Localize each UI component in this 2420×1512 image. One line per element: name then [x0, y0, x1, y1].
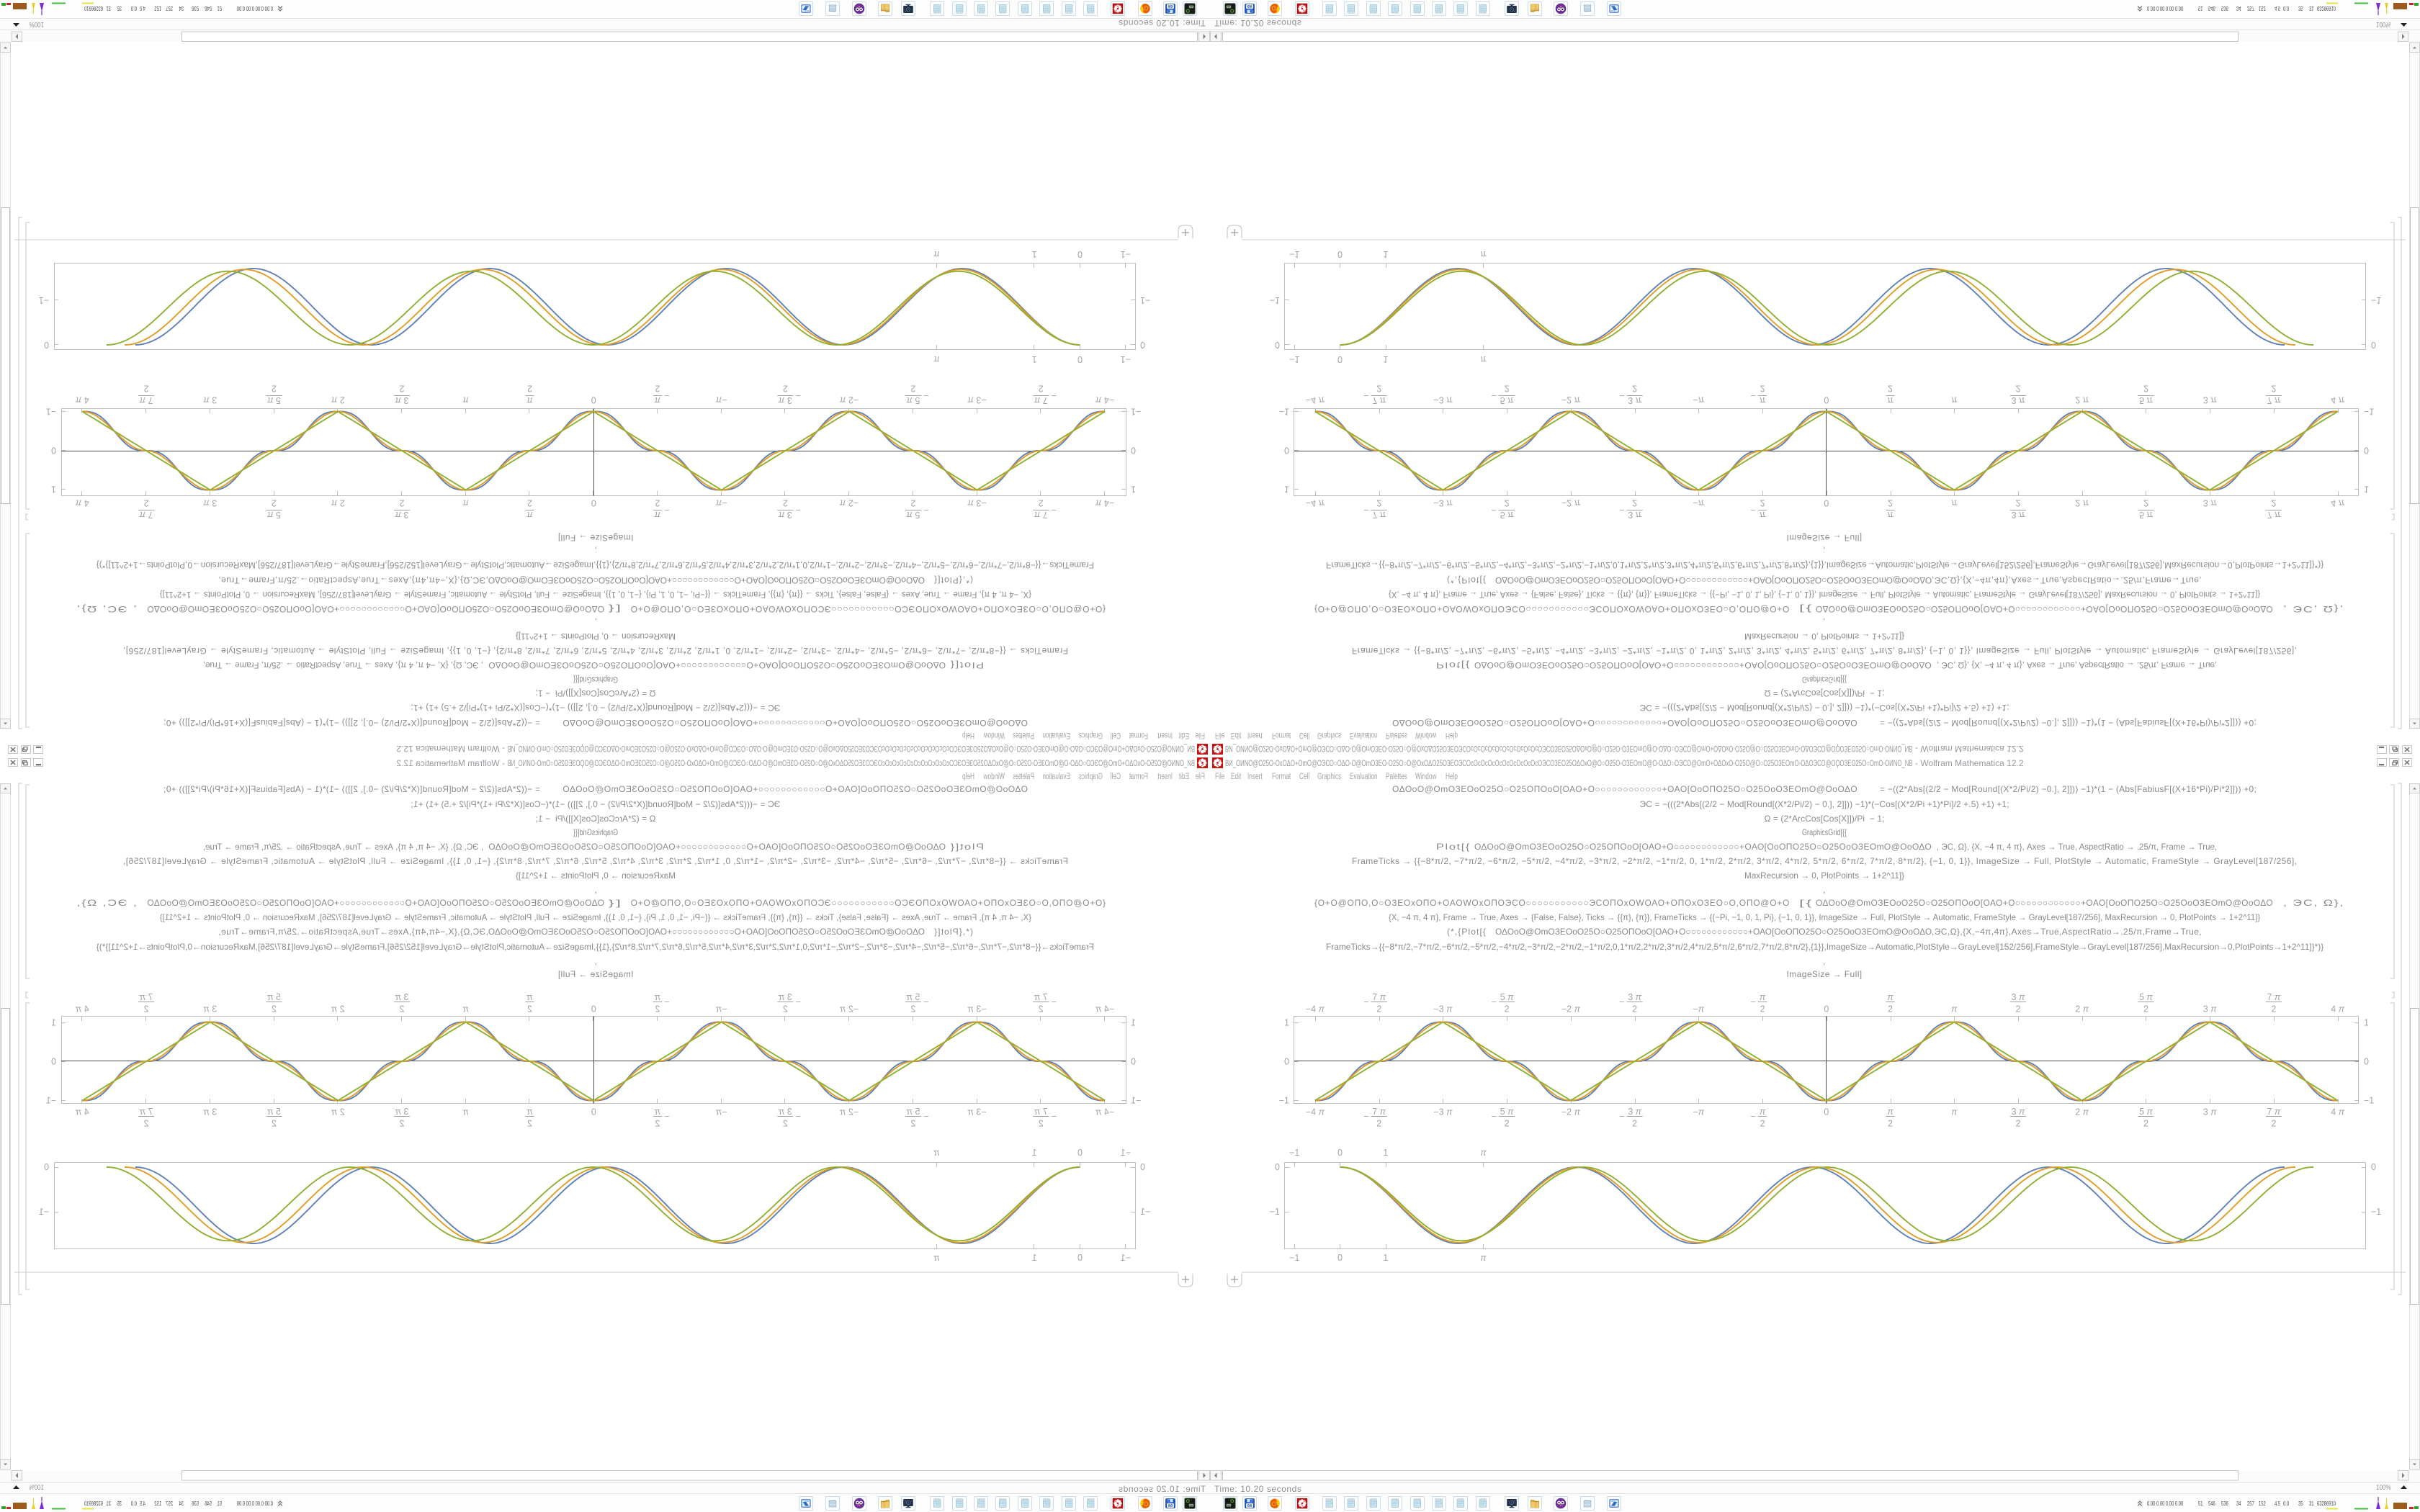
svg-text:64: 64 — [1168, 1504, 1173, 1508]
svg-text:64: 64 — [1168, 4, 1173, 8]
svg-text:64: 64 — [1247, 4, 1252, 8]
svg-text:64: 64 — [1247, 1504, 1252, 1508]
